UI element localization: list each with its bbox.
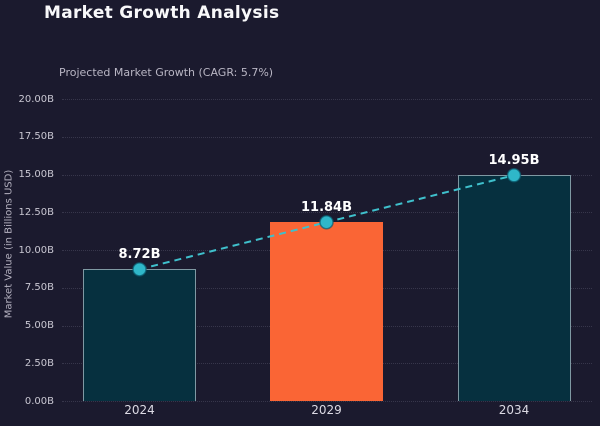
- value-label-2034: 14.95B: [488, 153, 540, 169]
- x-tick-label-2029: 2029: [311, 403, 342, 417]
- gridline-17.50B: [62, 136, 592, 138]
- y-tick-label-15.00B: 15.00B: [18, 169, 55, 180]
- y-tick-label-12.50B: 12.50B: [18, 206, 55, 218]
- y-tick-label-20.00B: 20.00B: [18, 93, 55, 105]
- bar-2024: [83, 269, 196, 401]
- gridline-0.00B: [62, 401, 592, 402]
- y-tick-label-0.00B: 0.00B: [24, 395, 54, 407]
- bar-2029: [270, 222, 383, 401]
- y-tick-label-10.00B: 10.00B: [18, 244, 55, 256]
- y-tick-label-7.50B: 7.50B: [24, 282, 54, 294]
- value-label-2029: 11.84B: [300, 200, 353, 216]
- y-tick-label-2.50B: 2.50B: [24, 357, 54, 369]
- y-tick-label-5.00B: 5.00B: [24, 320, 54, 331]
- bar-2034: [457, 175, 571, 401]
- x-tick-label-2034: 2034: [498, 403, 530, 417]
- y-tick-label-17.50B: 17.50B: [18, 131, 55, 143]
- chart-subtitle: Projected Market Growth (CAGR: 5.7%): [59, 66, 274, 79]
- chart-title: Market Growth Analysis: [44, 3, 280, 23]
- value-label-2024: 8.72B: [118, 247, 161, 263]
- gridline-20.00B: [62, 99, 592, 100]
- x-tick-label-2024: 2024: [124, 403, 155, 417]
